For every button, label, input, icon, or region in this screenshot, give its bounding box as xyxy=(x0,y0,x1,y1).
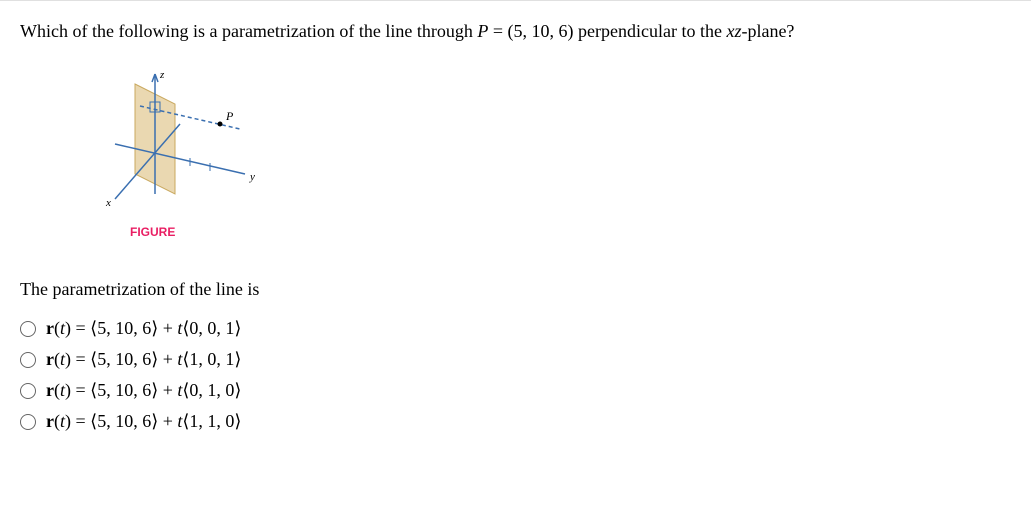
option-3-text: r(t) = ⟨5, 10, 6⟩ + t⟨0, 1, 0⟩ xyxy=(46,380,241,401)
option-2[interactable]: r(t) = ⟨5, 10, 6⟩ + t⟨1, 0, 1⟩ xyxy=(20,349,1011,370)
figure-svg: z y x P xyxy=(80,64,270,214)
y-label: y xyxy=(249,171,255,183)
radio-1[interactable] xyxy=(20,321,36,337)
figure: z y x P FIGURE xyxy=(80,64,1011,239)
answer-stem: The parametrization of the line is xyxy=(20,279,1011,300)
x-label: x xyxy=(105,197,111,209)
radio-3[interactable] xyxy=(20,383,36,399)
figure-caption: FIGURE xyxy=(130,225,1011,239)
option-3[interactable]: r(t) = ⟨5, 10, 6⟩ + t⟨0, 1, 0⟩ xyxy=(20,380,1011,401)
z-label: z xyxy=(159,69,165,81)
option-2-text: r(t) = ⟨5, 10, 6⟩ + t⟨1, 0, 1⟩ xyxy=(46,349,241,370)
option-1[interactable]: r(t) = ⟨5, 10, 6⟩ + t⟨0, 0, 1⟩ xyxy=(20,318,1011,339)
radio-4[interactable] xyxy=(20,414,36,430)
option-4-text: r(t) = ⟨5, 10, 6⟩ + t⟨1, 1, 0⟩ xyxy=(46,411,241,432)
option-4[interactable]: r(t) = ⟨5, 10, 6⟩ + t⟨1, 1, 0⟩ xyxy=(20,411,1011,432)
point-p-label: P xyxy=(225,109,234,123)
point-p xyxy=(218,122,223,127)
question-text: Which of the following is a parametrizat… xyxy=(20,19,1011,44)
option-1-text: r(t) = ⟨5, 10, 6⟩ + t⟨0, 0, 1⟩ xyxy=(46,318,241,339)
radio-2[interactable] xyxy=(20,352,36,368)
